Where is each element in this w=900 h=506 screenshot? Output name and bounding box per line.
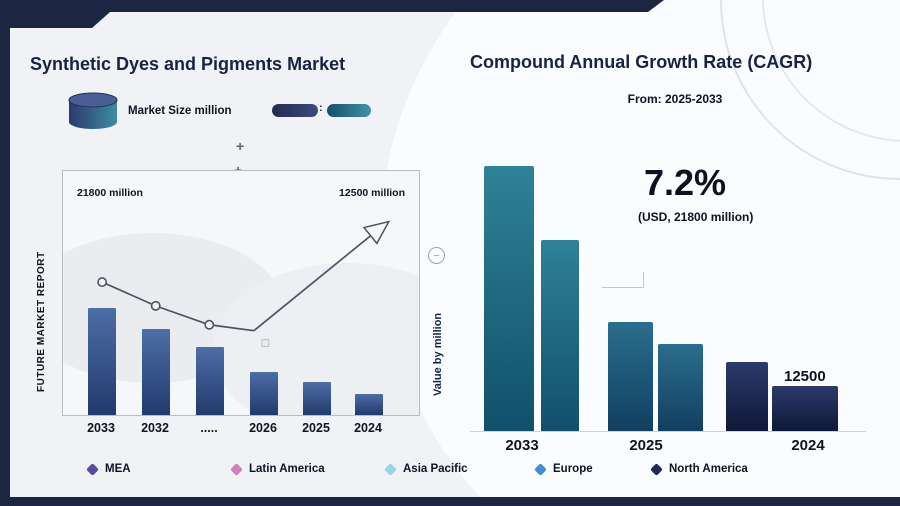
cagr-plot xyxy=(470,158,868,432)
diamond-icon xyxy=(534,462,547,476)
frame-left-bar xyxy=(0,0,10,506)
legend-item-mea: MEA xyxy=(86,462,131,476)
trend-marker xyxy=(150,300,161,311)
diamond-icon xyxy=(650,462,663,476)
market-bar xyxy=(196,347,224,415)
minus-circle-icon: − xyxy=(428,247,445,264)
cagr-bar xyxy=(541,240,579,431)
legend-label: Latin America xyxy=(249,463,325,475)
arrow-head-icon xyxy=(362,220,391,245)
legend-item-north-america: North America xyxy=(650,462,748,476)
bracket-decoration xyxy=(602,272,644,288)
market-x-label: 2024 xyxy=(354,421,382,435)
legend-label: North America xyxy=(669,463,748,475)
market-title: Synthetic Dyes and Pigments Market xyxy=(30,54,346,74)
diamond-icon xyxy=(384,462,397,476)
legend-label: MEA xyxy=(105,463,131,475)
cagr-x-labels: 2033 2025 2024 xyxy=(470,437,868,457)
small-square-decoration xyxy=(261,339,270,348)
frame-top-bar xyxy=(0,0,664,12)
data-label-12500: 12500 xyxy=(784,368,826,385)
legend-item-latin-america: Latin America xyxy=(230,462,325,476)
market-x-label: 2033 xyxy=(87,421,115,435)
market-bar xyxy=(303,382,331,415)
cagr-x-label: 2033 xyxy=(505,437,539,454)
market-bar xyxy=(142,329,170,415)
diamond-icon xyxy=(230,462,243,476)
market-x-label: 2026 xyxy=(249,421,277,435)
market-size-legend-label: Market Size million xyxy=(128,105,232,117)
market-chart-plot: 21800 million 12500 million xyxy=(62,170,420,416)
cagr-title: Compound Annual Growth Rate (CAGR) xyxy=(470,52,813,72)
cagr-value: 7.2% xyxy=(644,162,727,203)
pill-teal xyxy=(327,104,371,117)
trend-rise-line xyxy=(253,234,372,332)
market-bar xyxy=(355,394,383,415)
cagr-note: (USD, 21800 million) xyxy=(638,210,754,224)
minus-glyph: − xyxy=(433,249,440,262)
start-value-label: 21800 million xyxy=(77,187,143,199)
cagr-bar xyxy=(484,166,534,431)
diamond-icon xyxy=(86,462,99,476)
legend-item-asia-pacific: Asia Pacific xyxy=(384,462,468,476)
market-x-labels: 2033 2032..... 2026 2025 2024 xyxy=(62,421,420,439)
cagr-y-axis-label: Value by million xyxy=(432,312,444,396)
market-bar xyxy=(250,372,278,415)
plus-icon: + xyxy=(236,138,245,154)
frame-bottom-bar xyxy=(0,497,900,506)
legend-item-europe: Europe xyxy=(534,462,593,476)
market-x-label: ..... xyxy=(200,421,218,435)
legend-label: Asia Pacific xyxy=(403,463,468,475)
cagr-bar xyxy=(772,386,838,431)
market-x-label: 2025 xyxy=(302,421,330,435)
frame-corner-accent xyxy=(10,12,110,28)
cagr-bar xyxy=(658,344,703,431)
cagr-subtitle: From: 2025-2033 xyxy=(627,92,723,106)
trend-decline-line xyxy=(101,281,255,332)
market-x-label: 2032 xyxy=(141,421,169,435)
bottom-legend: MEA Latin America Asia Pacific Europe North … xyxy=(0,462,900,485)
end-value-label: 12500 million xyxy=(339,187,405,199)
cagr-bar xyxy=(608,322,653,431)
trend-marker xyxy=(204,319,215,330)
cagr-x-label: 2024 xyxy=(791,437,825,454)
legend-label: Europe xyxy=(553,463,593,475)
pill-dark xyxy=(272,104,318,117)
pill-separator: : xyxy=(319,102,323,114)
cagr-x-label: 2025 xyxy=(629,437,663,454)
trend-line-arrow xyxy=(97,220,391,348)
cagr-bar xyxy=(726,362,768,431)
trend-marker xyxy=(97,277,108,288)
database-cylinder-icon xyxy=(68,92,118,129)
market-bar xyxy=(88,308,116,415)
x-axis-line xyxy=(470,430,866,432)
